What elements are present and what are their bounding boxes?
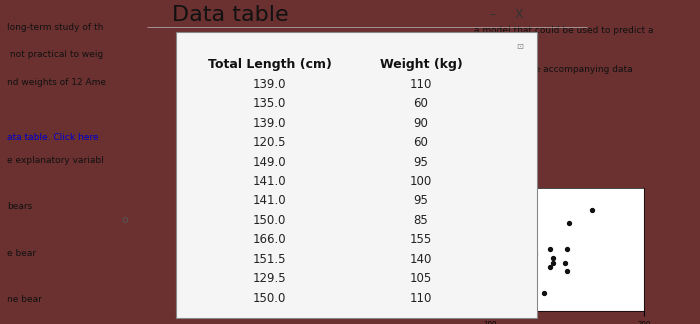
Text: 141.0: 141.0 [253, 175, 286, 188]
Text: 100: 100 [410, 175, 432, 188]
Text: 141.0: 141.0 [253, 194, 286, 207]
Text: 95: 95 [414, 194, 428, 207]
Text: 90: 90 [414, 117, 428, 130]
Bar [176, 32, 537, 318]
Point [561, 269, 573, 274]
Text: 139.0: 139.0 [253, 117, 286, 130]
Text: f the bear. The accompanying data: f the bear. The accompanying data [474, 65, 633, 74]
Text: ata table. Click here: ata table. Click here [7, 133, 99, 142]
Text: 120.5: 120.5 [253, 136, 286, 149]
Text: ⊡: ⊡ [517, 42, 524, 51]
Text: X: X [514, 8, 523, 21]
Point [547, 256, 559, 261]
Text: a model that could be used to predict a: a model that could be used to predict a [474, 26, 653, 35]
Point [547, 260, 559, 265]
Point [564, 221, 575, 226]
Point [538, 291, 550, 296]
Point [560, 260, 571, 265]
Text: 85: 85 [414, 214, 428, 227]
Text: Data table: Data table [172, 5, 288, 25]
Point [586, 207, 597, 213]
Point [561, 247, 573, 252]
Y-axis label: Length (cm): Length (cm) [459, 228, 466, 271]
Text: 150.0: 150.0 [253, 214, 286, 227]
Text: 110: 110 [410, 78, 432, 91]
Text: 155: 155 [410, 233, 432, 246]
Text: 140: 140 [410, 253, 432, 266]
Text: 149.0: 149.0 [253, 156, 286, 168]
Text: O D.: O D. [474, 175, 496, 185]
Text: o: o [122, 215, 128, 225]
Text: 135.0: 135.0 [253, 97, 286, 110]
Text: 151.5: 151.5 [253, 253, 286, 266]
Point [530, 251, 541, 257]
Text: not practical to weig: not practical to weig [7, 50, 104, 59]
Text: ne bear: ne bear [7, 295, 42, 305]
Text: 150.0: 150.0 [253, 292, 286, 305]
Text: 166.0: 166.0 [253, 233, 286, 246]
Text: 60: 60 [414, 97, 428, 110]
Text: Total Length (cm): Total Length (cm) [208, 58, 332, 71]
Point [545, 247, 556, 252]
Text: –: – [489, 8, 496, 21]
Text: e bear: e bear [7, 249, 36, 258]
Text: 105: 105 [410, 272, 432, 285]
Text: 60: 60 [414, 136, 428, 149]
Text: 129.5: 129.5 [253, 272, 286, 285]
Text: bears: bears [7, 202, 33, 211]
Text: 139.0: 139.0 [253, 78, 286, 91]
Text: long-term study of th: long-term study of th [7, 23, 104, 32]
Point [516, 291, 527, 296]
Text: e explanatory variabl: e explanatory variabl [7, 156, 104, 165]
Text: 110: 110 [410, 292, 432, 305]
Text: Weight (kg): Weight (kg) [379, 58, 462, 71]
Point [545, 264, 556, 270]
Text: ▲Length (cm): ▲Length (cm) [490, 180, 538, 187]
Text: nd weights of 12 Ame: nd weights of 12 Ame [7, 78, 106, 87]
Text: 95: 95 [414, 156, 428, 168]
